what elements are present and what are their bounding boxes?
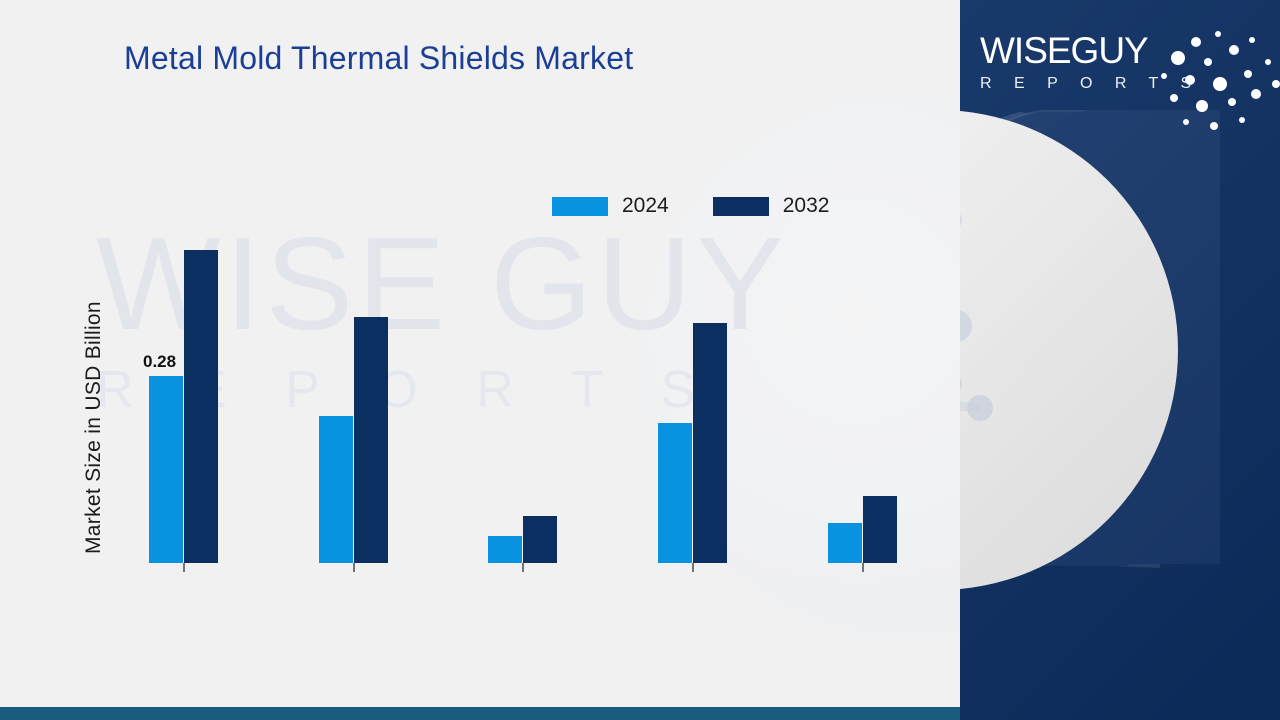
bar-group — [488, 150, 557, 572]
bar-2032[interactable] — [523, 516, 557, 563]
molecule-pattern-decoration — [960, 214, 993, 421]
bar-value-label: 0.28 — [143, 352, 177, 371]
bar-group — [319, 150, 388, 572]
bar-2032[interactable] — [184, 250, 218, 563]
bar-2024[interactable] — [149, 376, 183, 563]
x-axis-tick — [183, 563, 185, 572]
plot-area: 0.28 NORTHAMERICAEUROPESOUTHAMERICAASIAP… — [96, 150, 926, 572]
wiseguy-reports-logo[interactable]: WISEGUY R E P O R T S — [980, 30, 1280, 130]
bar-2024[interactable] — [488, 536, 522, 563]
chart-title: Metal Mold Thermal Shields Market — [124, 40, 634, 76]
bar-group — [828, 150, 897, 572]
bar-group: 0.28 — [143, 150, 218, 572]
legend-swatch-2032 — [712, 196, 769, 216]
legend-label-2032: 2032 — [782, 194, 830, 217]
brand-panel: WISEGUY R E P O R T S — [960, 0, 1280, 720]
legend-label-2024: 2024 — [622, 194, 669, 217]
x-axis-tick — [522, 563, 524, 572]
y-axis-label: Market Size in USD Billion — [52, 196, 105, 556]
legend-item-2024[interactable]: 2024 — [552, 194, 669, 218]
bar-2032[interactable] — [863, 496, 897, 563]
bar-2024[interactable] — [658, 423, 692, 563]
bar-2024[interactable] — [828, 523, 862, 563]
logo-main-text: WISEGUY — [980, 30, 1149, 71]
bottom-accent-strip — [0, 707, 960, 720]
bar-2032[interactable] — [354, 317, 388, 563]
panel-gradient-overlay — [960, 0, 1280, 720]
bar-group — [658, 150, 727, 572]
logo-sub-text: R E P O R T S — [980, 75, 1201, 92]
chart-area: WISE GUY R E P O R T S Metal Mold Therma… — [0, 40, 960, 720]
logo-dot-pattern-icon — [1161, 31, 1280, 130]
x-axis-tick — [862, 563, 864, 572]
bar-2032[interactable] — [693, 323, 727, 563]
legend-swatch-2024 — [552, 196, 608, 216]
x-axis-tick — [353, 563, 355, 572]
chart-legend: 2024 2032 — [552, 194, 829, 218]
x-axis-tick — [692, 563, 694, 572]
legend-item-2032[interactable]: 2032 — [712, 194, 830, 218]
bar-2024[interactable] — [319, 416, 353, 563]
